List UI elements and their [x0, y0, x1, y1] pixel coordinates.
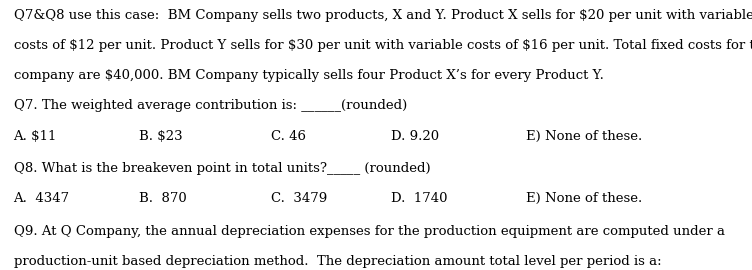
Text: D. 9.20: D. 9.20 — [391, 130, 439, 143]
Text: C.  3479: C. 3479 — [271, 192, 327, 205]
Text: company are $40,000. BM Company typically sells four Product X’s for every Produ: company are $40,000. BM Company typicall… — [14, 69, 603, 82]
Text: costs of $12 per unit. Product Y sells for $30 per unit with variable costs of $: costs of $12 per unit. Product Y sells f… — [14, 39, 752, 52]
Text: Q8. What is the breakeven point in total units?_____ (rounded): Q8. What is the breakeven point in total… — [14, 162, 430, 175]
Text: A.  4347: A. 4347 — [14, 192, 70, 205]
Text: production-unit based depreciation method.  The depreciation amount total level : production-unit based depreciation metho… — [14, 255, 661, 268]
Text: E) None of these.: E) None of these. — [526, 192, 643, 205]
Text: Q9. At Q Company, the annual depreciation expenses for the production equipment : Q9. At Q Company, the annual depreciatio… — [14, 225, 724, 238]
Text: E) None of these.: E) None of these. — [526, 130, 643, 143]
Text: B. $23: B. $23 — [139, 130, 183, 143]
Text: Q7. The weighted average contribution is: ______(rounded): Q7. The weighted average contribution is… — [14, 99, 407, 112]
Text: D.  1740: D. 1740 — [391, 192, 447, 205]
Text: A. $11: A. $11 — [14, 130, 57, 143]
Text: B.  870: B. 870 — [139, 192, 186, 205]
Text: Q7&Q8 use this case:  BM Company sells two products, X and Y. Product X sells fo: Q7&Q8 use this case: BM Company sells tw… — [14, 9, 752, 22]
Text: C. 46: C. 46 — [271, 130, 306, 143]
